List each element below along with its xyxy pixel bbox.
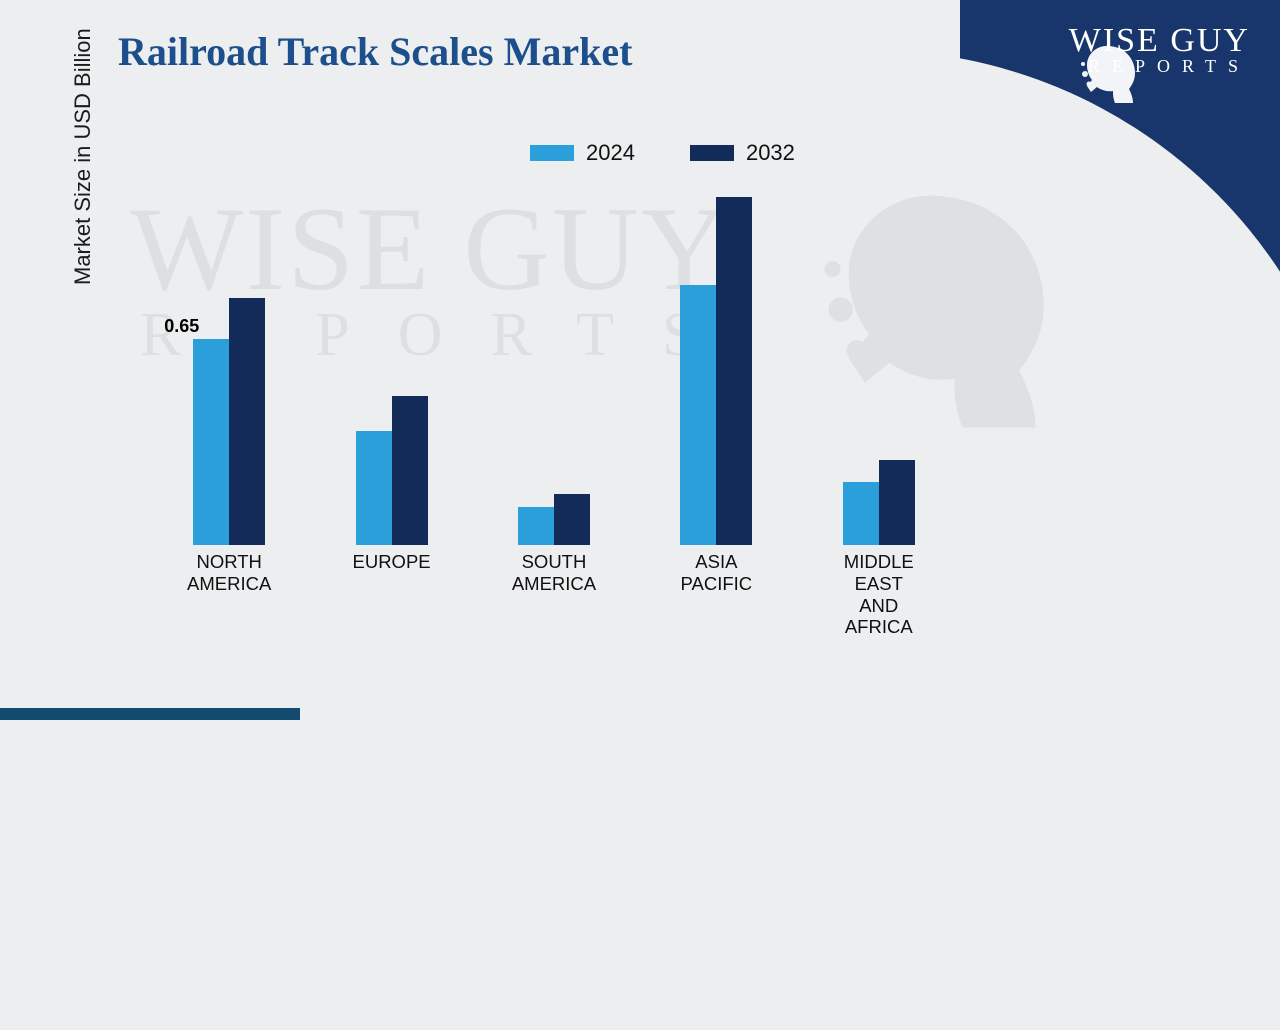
legend-label: 2024 xyxy=(586,140,635,166)
bar-group xyxy=(824,460,934,546)
legend-item: 2032 xyxy=(690,140,795,166)
legend-item: 2024 xyxy=(530,140,635,166)
x-axis-label: MIDDLEEASTANDAFRICA xyxy=(804,545,954,645)
y-axis-label: Market Size in USD Billion xyxy=(70,28,96,285)
brand-logo: WISE GUY REPORTS xyxy=(1069,22,1250,77)
legend: 2024 2032 xyxy=(530,140,795,166)
bar-chart: Market Size in USD Billion 0.65 NORTHAME… xyxy=(80,165,960,645)
bar-group xyxy=(499,494,609,545)
bar xyxy=(518,507,554,545)
bar xyxy=(392,396,428,545)
x-axis-label: ASIAPACIFIC xyxy=(641,545,791,645)
bar xyxy=(356,431,392,545)
x-axis-label: NORTHAMERICA xyxy=(154,545,304,645)
x-axis-label: SOUTHAMERICA xyxy=(479,545,629,645)
bar xyxy=(554,494,590,545)
bar xyxy=(843,482,879,545)
footer-accent xyxy=(0,708,300,720)
value-label: 0.65 xyxy=(164,316,199,337)
bar xyxy=(879,460,915,546)
bar xyxy=(229,298,265,545)
legend-label: 2032 xyxy=(746,140,795,166)
bar-group xyxy=(661,197,771,545)
bar-group: 0.65 xyxy=(174,298,284,545)
x-axis-label: EUROPE xyxy=(317,545,467,645)
head-silhouette-icon xyxy=(1075,44,1139,114)
bar xyxy=(680,285,716,545)
bar xyxy=(716,197,752,545)
chart-title: Railroad Track Scales Market xyxy=(118,28,632,75)
bar xyxy=(193,339,229,545)
bar-group xyxy=(337,396,447,545)
legend-swatch xyxy=(530,145,574,161)
legend-swatch xyxy=(690,145,734,161)
